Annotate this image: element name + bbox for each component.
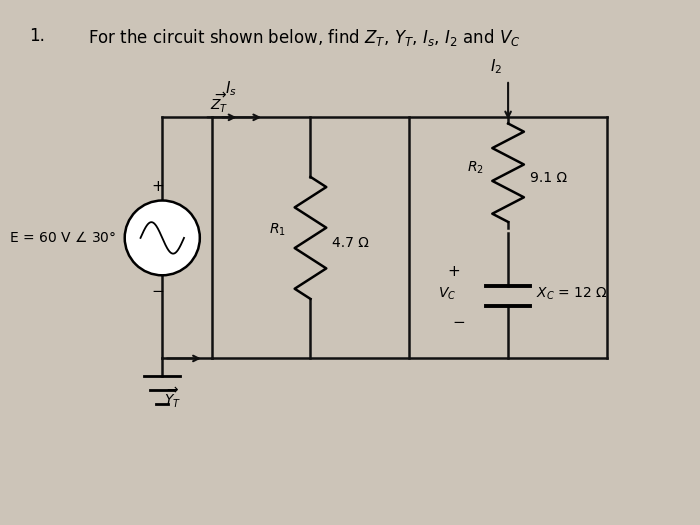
Text: $I_s$: $I_s$ (225, 79, 237, 98)
Text: $-$: $-$ (150, 281, 164, 297)
Text: $V_C$: $V_C$ (438, 286, 456, 302)
Text: +: + (447, 264, 460, 279)
Text: +: + (151, 179, 164, 194)
Text: $\overrightarrow{Z_T}$: $\overrightarrow{Z_T}$ (210, 91, 228, 116)
Text: 4.7 Ω: 4.7 Ω (332, 236, 369, 250)
Text: 1.: 1. (29, 27, 45, 45)
Circle shape (125, 201, 200, 275)
Text: $R_1$: $R_1$ (269, 222, 286, 238)
Text: For the circuit shown below, find $Z_T$, $Y_T$, $I_s$, $I_2$ and $V_C$: For the circuit shown below, find $Z_T$,… (88, 27, 521, 48)
Text: $R_2$: $R_2$ (466, 160, 484, 176)
Text: $I_2$: $I_2$ (490, 57, 503, 76)
Text: $\overrightarrow{Y_T}$: $\overrightarrow{Y_T}$ (164, 386, 181, 410)
Text: $-$: $-$ (452, 313, 466, 328)
Text: 9.1 Ω: 9.1 Ω (530, 171, 567, 185)
Text: $X_C$ = 12 Ω: $X_C$ = 12 Ω (536, 286, 608, 302)
Text: E = 60 V $\angle$ 30°: E = 60 V $\angle$ 30° (9, 230, 116, 245)
